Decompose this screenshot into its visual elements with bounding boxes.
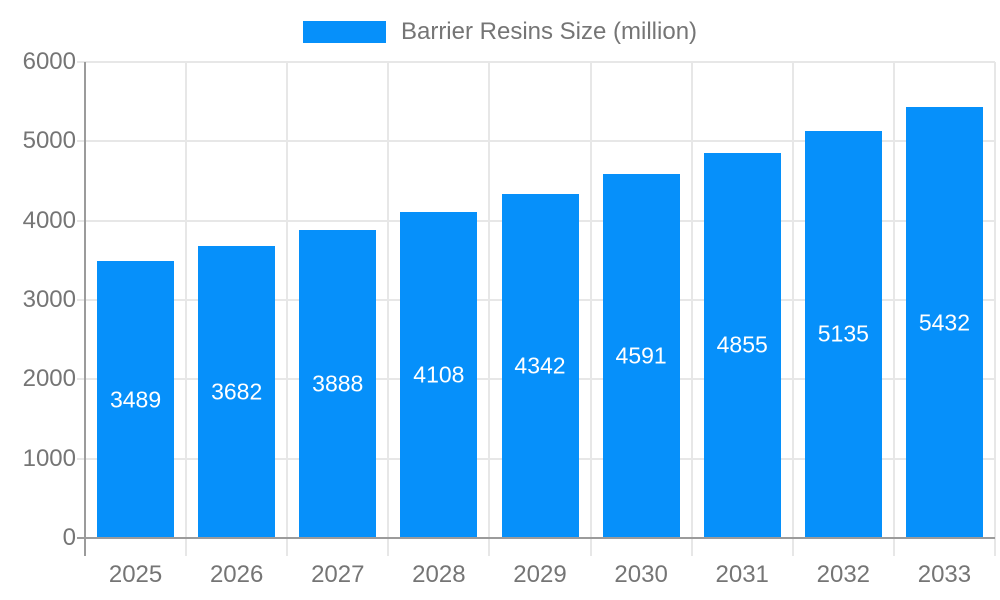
x-axis-tick-label: 2026 (209, 561, 264, 588)
bar-value-label: 5135 (817, 320, 869, 347)
bar-2027[interactable]: 3888 (299, 229, 377, 538)
bar-value-label: 5432 (918, 309, 971, 336)
chart-legend[interactable]: Barrier Resins Size (million) (0, 20, 1000, 44)
x-axis-tick-label: 2028 (412, 561, 466, 588)
gridline-x-boundary (589, 62, 592, 556)
x-axis-tick-label: 2033 (917, 561, 972, 588)
bar-2030[interactable]: 4591 (602, 173, 680, 538)
bar-2032[interactable]: 5135 (804, 130, 882, 538)
bar-value-label: 4855 (716, 331, 768, 358)
bar-2031[interactable]: 4855 (703, 152, 781, 538)
gridline-x-boundary (994, 62, 996, 556)
x-axis-line (77, 537, 995, 539)
y-axis-tick-label: 3000 (22, 286, 76, 313)
bar-value-label: 4342 (514, 352, 566, 379)
x-axis-tick-label: 2031 (715, 561, 769, 588)
x-axis-tick-label: 2027 (311, 561, 365, 588)
bar-value-label: 4591 (615, 342, 667, 369)
legend-swatch-icon (302, 21, 386, 43)
gridline-x-boundary (286, 62, 289, 556)
y-axis-tick-label: 2000 (22, 365, 76, 393)
bar-2033[interactable]: 5432 (905, 107, 983, 538)
gridline-x-boundary (690, 62, 693, 556)
y-axis-tick-label: 6000 (22, 48, 76, 75)
y-axis-tick-label: 0 (62, 524, 76, 551)
y-axis-line (84, 62, 86, 556)
bar-value-label: 3489 (109, 386, 162, 413)
bar-value-label: 3682 (211, 378, 263, 405)
bar-2028[interactable]: 4108 (400, 212, 478, 538)
x-axis-tick-label: 2032 (816, 561, 871, 588)
y-axis-tick-label: 1000 (22, 444, 76, 472)
gridline-y-5000 (77, 140, 995, 143)
x-axis-tick-label: 2029 (513, 561, 567, 588)
gridline-x-boundary (185, 62, 188, 556)
y-axis-tick-label: 5000 (22, 127, 76, 155)
gridline-x-boundary (387, 62, 390, 556)
gridline-x-boundary (488, 62, 491, 556)
bar-2026[interactable]: 3682 (198, 245, 276, 538)
bar-value-label: 3888 (312, 370, 364, 397)
y-axis-tick-label: 4000 (22, 206, 76, 234)
legend-label: Barrier Resins Size (million) (400, 18, 698, 45)
x-axis-tick-label: 2025 (108, 561, 163, 588)
gridline-x-boundary (892, 62, 895, 556)
gridline-x-boundary (791, 62, 794, 556)
x-axis-tick-label: 2030 (614, 561, 668, 588)
plot-area: 3489 3682 3888 4108 4342 4591 4855 5135 5432 (77, 61, 996, 556)
bar-2029[interactable]: 4342 (501, 193, 579, 538)
bar-value-label: 4108 (413, 361, 465, 388)
bar-2025[interactable]: 3489 (97, 261, 175, 538)
gridline-y-6000 (77, 61, 995, 63)
